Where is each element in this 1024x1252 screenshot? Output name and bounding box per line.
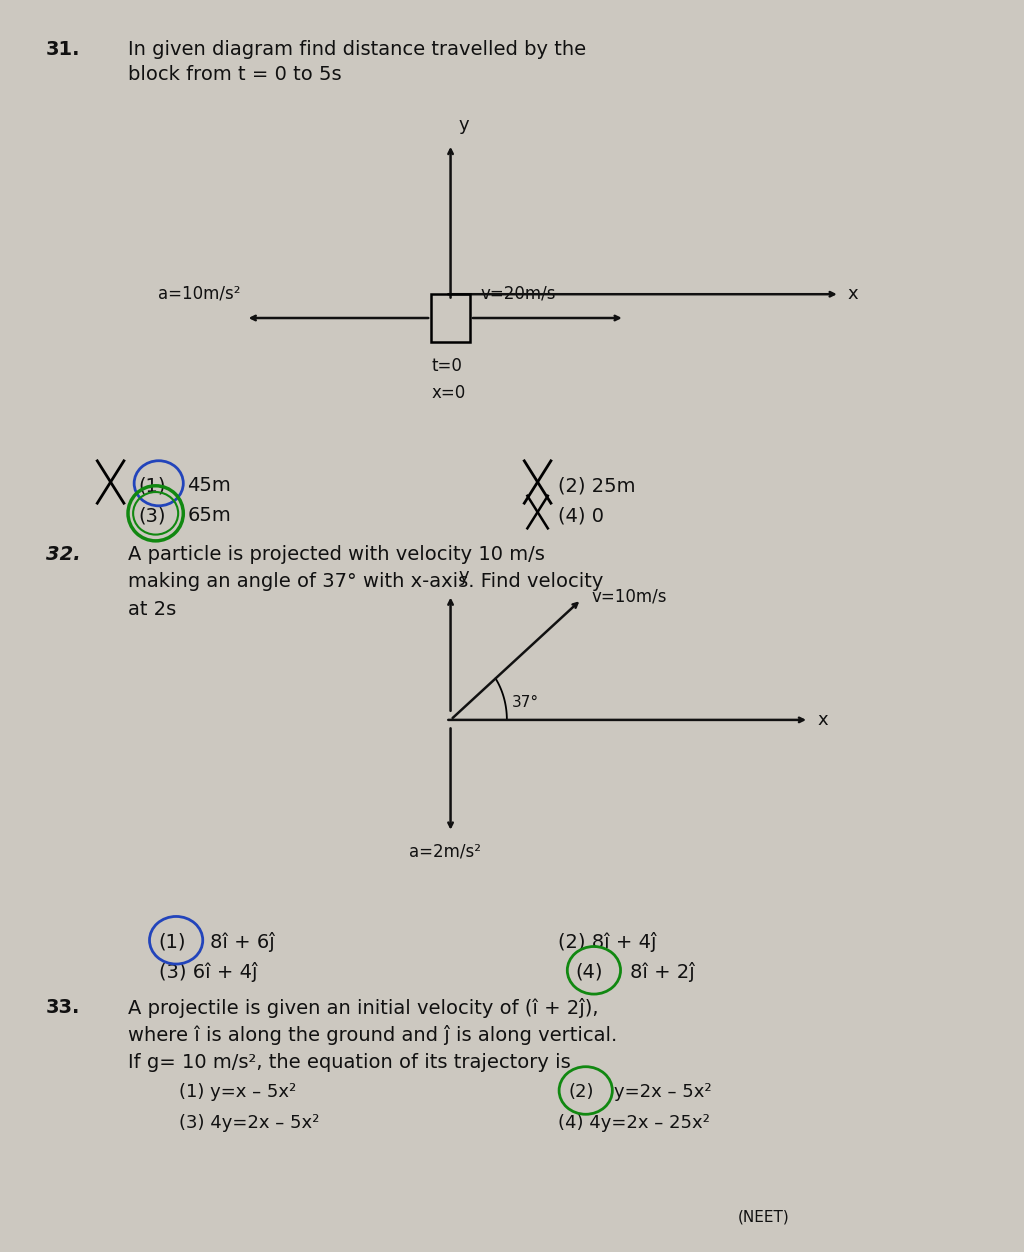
Text: y: y xyxy=(459,116,469,134)
Text: y=2x – 5x²: y=2x – 5x² xyxy=(614,1083,712,1101)
Text: (1) y=x – 5x²: (1) y=x – 5x² xyxy=(179,1083,297,1101)
Text: at 2s: at 2s xyxy=(128,600,176,618)
Text: a=2m/s²: a=2m/s² xyxy=(410,843,481,860)
Text: 8î + 6ĵ: 8î + 6ĵ xyxy=(210,931,274,952)
Text: If g= 10 m/s², the equation of its trajectory is: If g= 10 m/s², the equation of its traje… xyxy=(128,1053,570,1072)
Text: (1): (1) xyxy=(159,931,186,952)
Text: (4) 4y=2x – 25x²: (4) 4y=2x – 25x² xyxy=(558,1114,710,1132)
Text: (2) 8î + 4ĵ: (2) 8î + 4ĵ xyxy=(558,931,656,952)
Text: (3): (3) xyxy=(138,506,166,526)
Text: 31.: 31. xyxy=(46,40,81,59)
Text: block from t = 0 to 5s: block from t = 0 to 5s xyxy=(128,65,342,84)
Text: making an angle of 37° with x-axis. Find velocity: making an angle of 37° with x-axis. Find… xyxy=(128,572,603,591)
Text: v=20m/s: v=20m/s xyxy=(480,285,556,303)
Text: 37°: 37° xyxy=(512,695,539,710)
Text: v=10m/s: v=10m/s xyxy=(592,587,668,606)
Text: t=0: t=0 xyxy=(431,357,462,374)
Text: (NEET): (NEET) xyxy=(737,1209,790,1224)
Text: (1): (1) xyxy=(138,476,166,496)
Text: (2): (2) xyxy=(568,1083,594,1101)
Text: 45m: 45m xyxy=(187,476,231,496)
Text: 8î + 2ĵ: 8î + 2ĵ xyxy=(630,962,694,982)
Text: 33.: 33. xyxy=(46,998,81,1017)
Text: where î is along the ground and ĵ is along vertical.: where î is along the ground and ĵ is alo… xyxy=(128,1025,617,1045)
Text: x: x xyxy=(817,711,827,729)
Text: (4): (4) xyxy=(575,962,603,982)
Text: A projectile is given an initial velocity of (î + 2ĵ),: A projectile is given an initial velocit… xyxy=(128,998,598,1018)
Text: (3) 4y=2x – 5x²: (3) 4y=2x – 5x² xyxy=(179,1114,319,1132)
Text: 65m: 65m xyxy=(187,506,231,526)
Text: In given diagram find distance travelled by the: In given diagram find distance travelled… xyxy=(128,40,586,59)
Text: x=0: x=0 xyxy=(431,384,465,402)
Text: (3) 6î + 4ĵ: (3) 6î + 4ĵ xyxy=(159,962,257,982)
Text: x: x xyxy=(848,285,858,303)
Bar xyxy=(431,294,470,342)
Text: (2) 25m: (2) 25m xyxy=(558,476,636,496)
Text: y: y xyxy=(459,567,469,585)
Text: (4) 0: (4) 0 xyxy=(558,506,604,526)
Text: a=10m/s²: a=10m/s² xyxy=(158,285,241,303)
Text: 32.: 32. xyxy=(46,545,81,563)
Text: A particle is projected with velocity 10 m/s: A particle is projected with velocity 10… xyxy=(128,545,545,563)
